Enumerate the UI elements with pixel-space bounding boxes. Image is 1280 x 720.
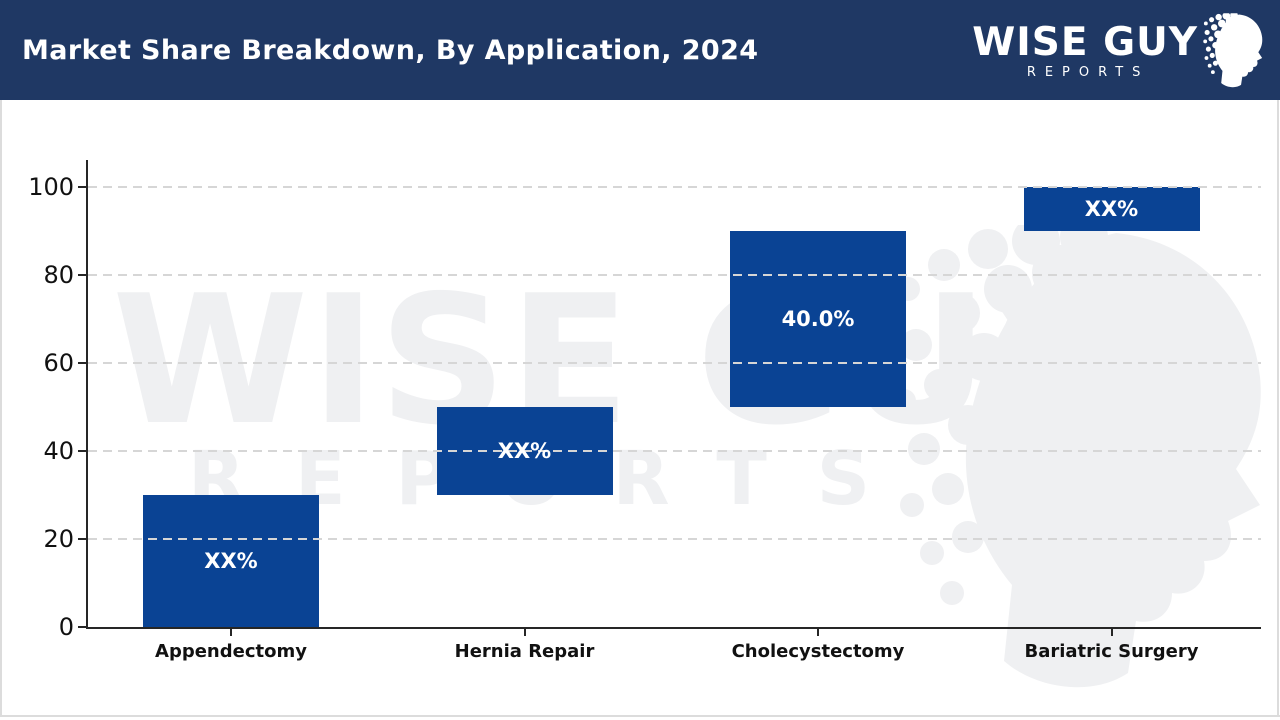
x-category-label: Cholecystectomy: [731, 641, 905, 662]
y-axis-spine: [86, 160, 88, 629]
bar-segment: [143, 495, 319, 627]
wiseguy-logo-line1: WISE GUY: [972, 20, 1198, 65]
y-gridline: [88, 274, 1261, 276]
y-tick-mark: [78, 538, 86, 540]
y-tick-mark: [78, 362, 86, 364]
y-tick-mark: [78, 450, 86, 452]
bar-value-label: 40.0%: [781, 307, 855, 331]
y-tick-mark: [78, 274, 86, 276]
y-gridline: [88, 186, 1261, 188]
page-title: Market Share Breakdown, By Application, …: [22, 34, 759, 66]
bar-value-label: XX%: [497, 439, 552, 463]
y-tick-label: 100: [28, 173, 74, 201]
bar-segment: [730, 231, 906, 407]
x-tick-mark: [1110, 629, 1113, 636]
header-bar: Market Share Breakdown, By Application, …: [0, 0, 1280, 100]
x-category-label: Bariatric Surgery: [1024, 641, 1199, 662]
x-tick-mark: [230, 629, 232, 636]
page-border-right: [1277, 100, 1279, 716]
wiseguy-logo: WISE GUY REPORTS: [972, 8, 1266, 94]
y-tick-mark: [78, 186, 86, 188]
y-tick-label: 20: [43, 525, 74, 553]
x-tick-mark: [817, 629, 819, 636]
y-tick-label: 60: [43, 349, 74, 377]
x-category-label: Hernia Repair: [454, 641, 595, 662]
y-tick-mark: [78, 626, 86, 628]
x-tick-mark: [523, 629, 526, 636]
wiseguy-face-icon: [1202, 10, 1266, 92]
y-tick-label: 40: [43, 437, 74, 465]
y-tick-label: 0: [58, 613, 74, 641]
page-border-bottom: [0, 715, 1280, 717]
chart-area: 0 20 40 60 80 100 Appendectomy XX% Hernia Repair…: [0, 100, 1280, 716]
wiseguy-logo-line2: REPORTS: [1026, 65, 1150, 80]
x-axis-spine: [86, 627, 1261, 629]
y-gridline: [88, 362, 1261, 364]
bar-value-label: XX%: [1084, 197, 1139, 221]
x-category-label: Appendectomy: [155, 641, 307, 662]
wiseguy-logo-text: WISE GUY REPORTS: [972, 20, 1198, 81]
y-tick-label: 80: [43, 261, 74, 289]
y-gridline: [88, 538, 1261, 540]
page-border-left: [0, 100, 2, 716]
bar-value-label: XX%: [204, 549, 258, 573]
y-gridline: [88, 450, 1261, 452]
